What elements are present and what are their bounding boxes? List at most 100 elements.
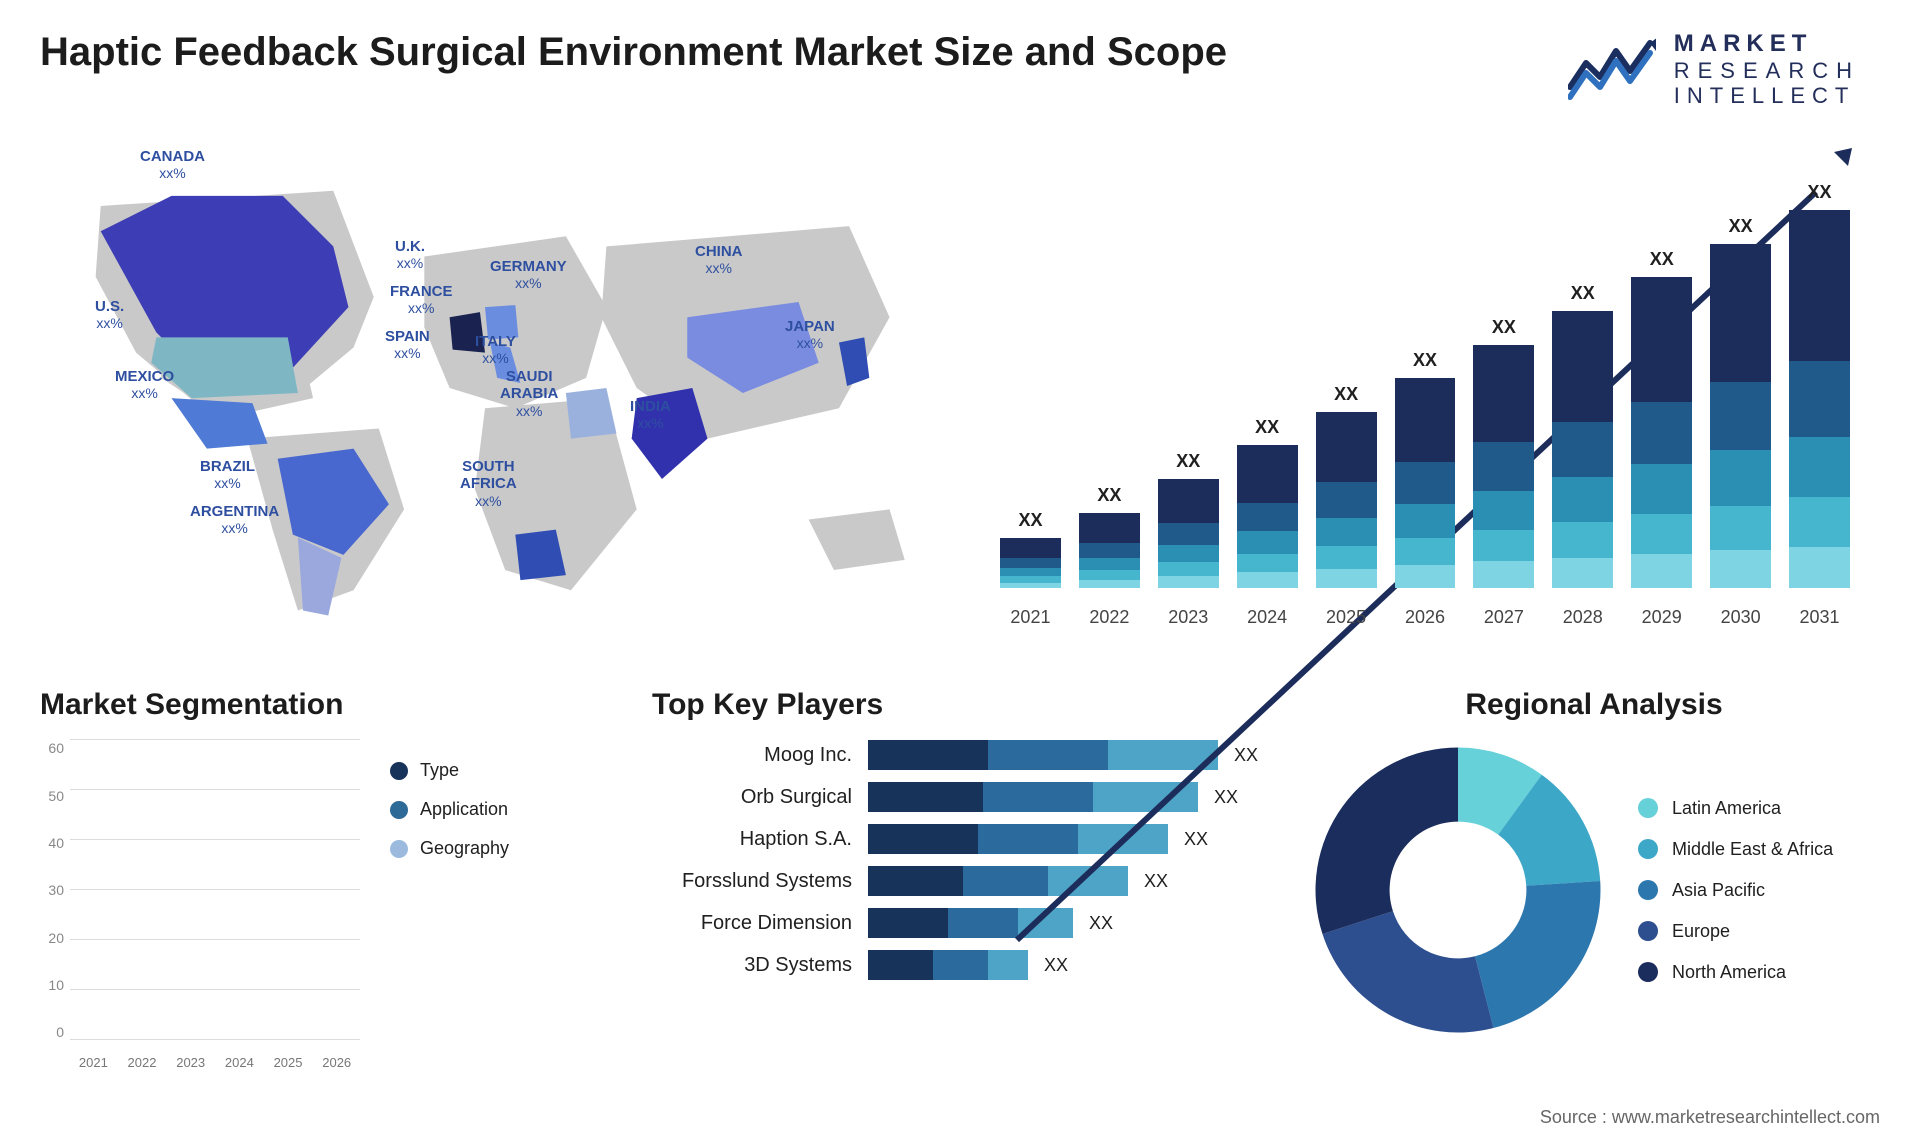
seg-legend-geography: Geography xyxy=(390,838,509,859)
kp-name: Force Dimension xyxy=(652,912,852,935)
map-label-india: INDIAxx% xyxy=(630,398,671,431)
growth-bar-2023: XX xyxy=(1158,479,1219,588)
growth-bar-2030: XX xyxy=(1710,244,1771,588)
kp-value: XX xyxy=(1184,829,1208,850)
map-label-france: FRANCExx% xyxy=(390,283,453,316)
kp-bar xyxy=(868,782,1198,812)
growth-bar-2021: XX xyxy=(1000,538,1061,588)
growth-bar-2024: XX xyxy=(1237,445,1298,588)
legend-dot-icon xyxy=(390,762,408,780)
kp-name: Haption S.A. xyxy=(652,828,852,851)
brand-line2: RESEARCH xyxy=(1674,58,1860,83)
map-label-saudiarabia: SAUDIARABIAxx% xyxy=(500,368,558,419)
kp-row: 3D Systems XX xyxy=(652,950,1258,980)
kp-row: Orb SurgicalXX xyxy=(652,782,1258,812)
legend-dot-icon xyxy=(1638,880,1658,900)
legend-dot-icon xyxy=(1638,921,1658,941)
kp-row: Haption S.A. XX xyxy=(652,824,1258,854)
key-players-title: Top Key Players xyxy=(652,688,1268,722)
kp-name: Orb Surgical xyxy=(652,786,852,809)
growth-x-2027: 2027 xyxy=(1473,607,1534,628)
regional-donut xyxy=(1308,740,1608,1040)
growth-bar-label: XX xyxy=(1237,417,1298,438)
growth-bar-2025: XX xyxy=(1316,412,1377,588)
kp-value: XX xyxy=(1089,913,1113,934)
seg-x-2022: 2022 xyxy=(123,1055,162,1070)
growth-x-2025: 2025 xyxy=(1316,607,1377,628)
world-map: CANADAxx% U.S.xx% MEXICOxx% BRAZILxx% ARGENT… xyxy=(40,128,930,648)
growth-x-2028: 2028 xyxy=(1552,607,1613,628)
legend-dot-icon xyxy=(1638,962,1658,982)
growth-bar-2029: XX xyxy=(1631,277,1692,588)
seg-x-2026: 2026 xyxy=(317,1055,356,1070)
legend-dot-icon xyxy=(390,801,408,819)
map-label-mexico: MEXICOxx% xyxy=(115,368,174,401)
growth-x-2024: 2024 xyxy=(1237,607,1298,628)
key-players-panel: Top Key Players Moog Inc.XXOrb SurgicalX… xyxy=(652,688,1268,1118)
growth-bar-label: XX xyxy=(1079,485,1140,506)
ra-legend-label: Latin America xyxy=(1672,798,1781,819)
growth-bar-label: XX xyxy=(1631,249,1692,270)
brand-line1: MARKET xyxy=(1674,30,1860,58)
map-label-argentina: ARGENTINAxx% xyxy=(190,503,279,536)
growth-bar-label: XX xyxy=(1000,510,1061,531)
growth-x-2030: 2030 xyxy=(1710,607,1771,628)
ra-legend-label: North America xyxy=(1672,962,1786,983)
growth-bar-2027: XX xyxy=(1473,345,1534,589)
map-label-southafrica: SOUTHAFRICAxx% xyxy=(460,458,517,509)
legend-label: Application xyxy=(420,799,508,820)
growth-bar-2031: XX xyxy=(1789,210,1850,588)
map-label-china: CHINAxx% xyxy=(695,243,743,276)
growth-bar-2026: XX xyxy=(1395,378,1456,588)
kp-bar xyxy=(868,908,1073,938)
kp-value: XX xyxy=(1044,955,1068,976)
growth-bar-label: XX xyxy=(1710,216,1771,237)
brand-icon xyxy=(1568,37,1656,101)
growth-bar-label: XX xyxy=(1158,451,1219,472)
kp-bar xyxy=(868,950,1028,980)
regional-title: Regional Analysis xyxy=(1308,688,1880,722)
seg-legend-type: Type xyxy=(390,760,509,781)
ra-legend-item: Europe xyxy=(1638,921,1833,942)
legend-dot-icon xyxy=(390,840,408,858)
segmentation-title: Market Segmentation xyxy=(40,688,612,722)
growth-bar-label: XX xyxy=(1316,384,1377,405)
ra-legend-label: Middle East & Africa xyxy=(1672,839,1833,860)
legend-dot-icon xyxy=(1638,798,1658,818)
segmentation-chart: 0102030405060 202120222023202420252026 xyxy=(40,740,360,1070)
kp-value: XX xyxy=(1144,871,1168,892)
map-label-brazil: BRAZILxx% xyxy=(200,458,255,491)
kp-bar xyxy=(868,824,1168,854)
growth-bar-2022: XX xyxy=(1079,513,1140,589)
kp-row: Moog Inc. XX xyxy=(652,740,1258,770)
map-label-italy: ITALYxx% xyxy=(475,333,516,366)
growth-bar-label: XX xyxy=(1473,317,1534,338)
ra-legend-item: North America xyxy=(1638,962,1833,983)
legend-label: Geography xyxy=(420,838,509,859)
legend-dot-icon xyxy=(1638,839,1658,859)
map-label-canada: CANADAxx% xyxy=(140,148,205,181)
seg-x-2021: 2021 xyxy=(74,1055,113,1070)
seg-legend-application: Application xyxy=(390,799,509,820)
growth-bar-label: XX xyxy=(1552,283,1613,304)
kp-name: 3D Systems xyxy=(652,954,852,977)
growth-chart: XXXXXXXXXXXXXXXXXXXXXX 20212022202320242… xyxy=(970,128,1880,648)
kp-name: Moog Inc. xyxy=(652,744,852,767)
map-label-uk: U.K.xx% xyxy=(395,238,425,271)
growth-x-2023: 2023 xyxy=(1158,607,1219,628)
growth-bar-label: XX xyxy=(1395,350,1456,371)
brand-line3: INTELLECT xyxy=(1674,83,1860,108)
kp-value: XX xyxy=(1234,745,1258,766)
legend-label: Type xyxy=(420,760,459,781)
ra-legend-item: Asia Pacific xyxy=(1638,880,1833,901)
seg-x-2024: 2024 xyxy=(220,1055,259,1070)
map-label-japan: JAPANxx% xyxy=(785,318,835,351)
growth-x-2026: 2026 xyxy=(1395,607,1456,628)
ra-legend-label: Europe xyxy=(1672,921,1730,942)
growth-bar-2028: XX xyxy=(1552,311,1613,588)
source-text: Source : www.marketresearchintellect.com xyxy=(1540,1107,1880,1128)
ra-legend-item: Middle East & Africa xyxy=(1638,839,1833,860)
map-label-us: U.S.xx% xyxy=(95,298,124,331)
growth-x-2031: 2031 xyxy=(1789,607,1850,628)
map-label-spain: SPAINxx% xyxy=(385,328,430,361)
